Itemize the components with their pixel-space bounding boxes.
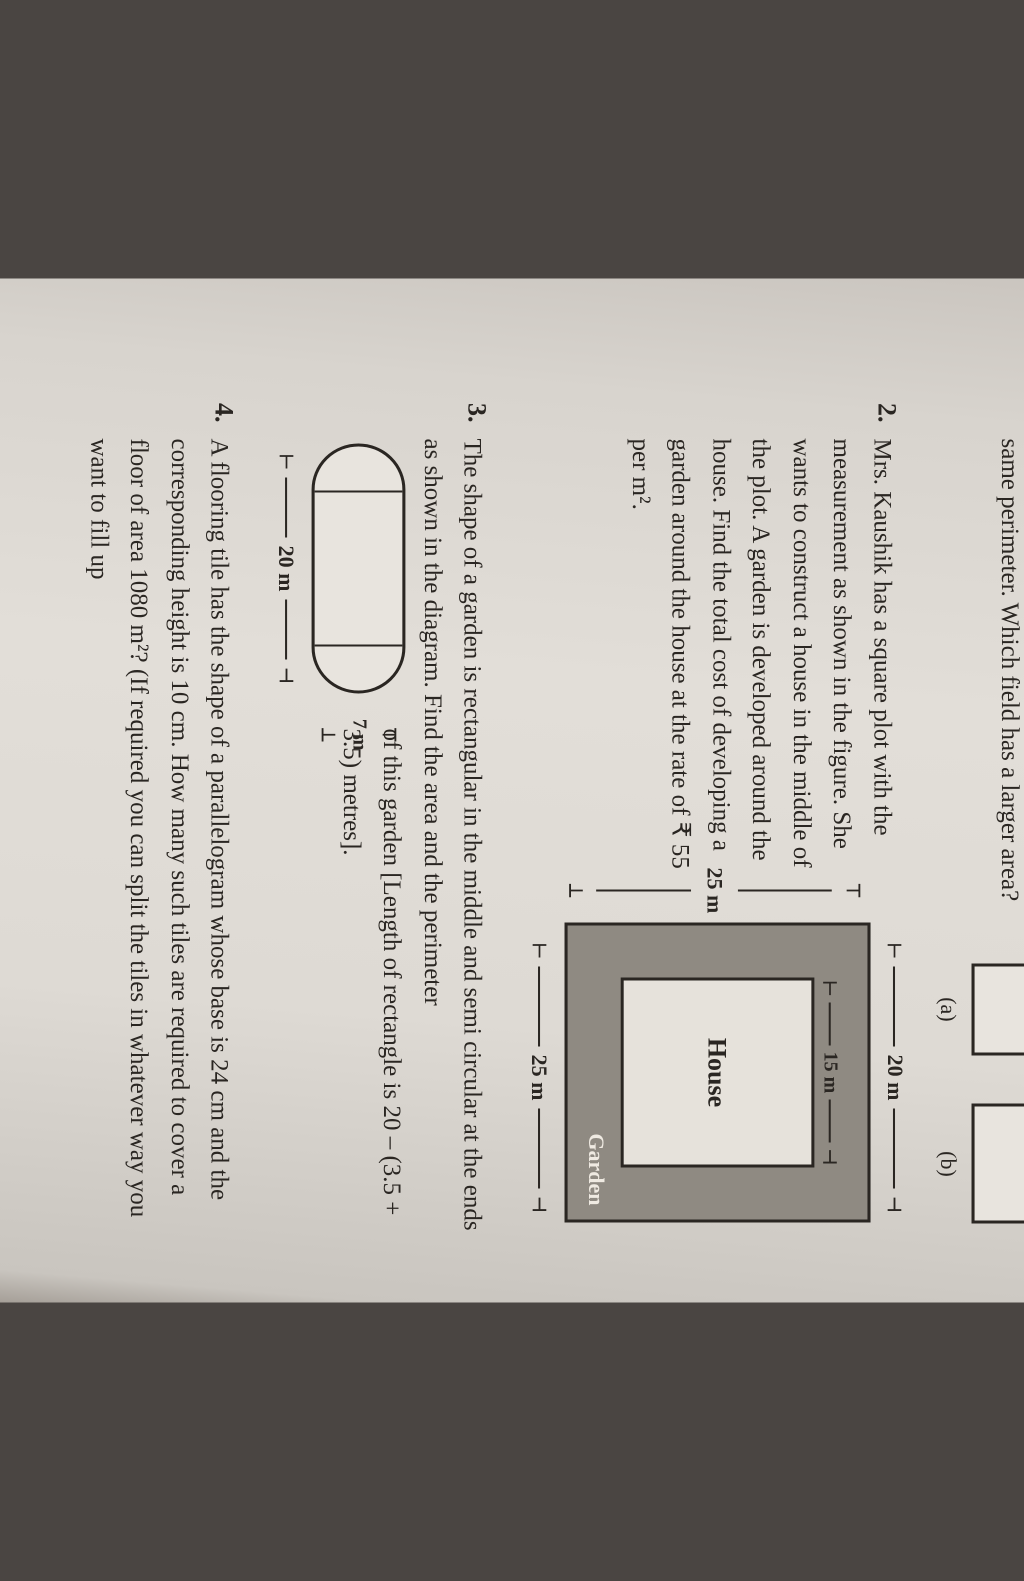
house-outline-icon: ⊢ 15 m ⊣ House: [621, 978, 815, 1168]
textbook-page: Mensuration 171 EXERCISE 11.1 1. A squar…: [0, 279, 1024, 1303]
question-2: 2. Mrs. Kaushik has a square plot with t…: [521, 389, 902, 1233]
garden-outline-icon: ⊤ 25 m ⊥ ⊢ 15 m ⊣ House Garde: [564, 923, 870, 1223]
q1-figA-cap: (a): [930, 997, 965, 1021]
q1-fig-a: ⊢ 60 m ⊣ (a): [930, 963, 1024, 1055]
q3-text-a: The shape of a garden is rectangular in …: [412, 439, 493, 1233]
stadium-shape-icon: ⊤ 7 m ⊥: [312, 444, 406, 694]
q4-number: 4.: [209, 389, 240, 423]
q1-text: A square and a rectangular field with me…: [989, 439, 1024, 934]
garden-label: Garden: [578, 1133, 613, 1205]
q2-inner-top-dim: 15 m: [814, 1052, 846, 1094]
q2-outer-bottom-dim: 25 m: [521, 1055, 556, 1101]
q1-fig-b: ⊢ 80 m ⊣ (b): [930, 1095, 1024, 1232]
q2-outer-top-dim: 20 m: [877, 1055, 912, 1101]
q3-height-dim: ⊤ 7 m ⊥: [315, 719, 403, 751]
rectangle-shape-icon: [972, 1104, 1024, 1224]
q3-width-dim: 20 m: [268, 546, 303, 592]
question-4: 4. A flooring tile has the shape of a pa…: [78, 389, 239, 1233]
q2-text: Mrs. Kaushik has a square plot with the …: [620, 439, 902, 897]
q4-text: A flooring tile has the shape of a paral…: [78, 439, 239, 1233]
question-3: 3. The shape of a garden is rectangular …: [268, 389, 492, 1233]
question-1: 1. A square and a rectangular field with…: [930, 389, 1024, 1233]
q3-number: 3.: [462, 389, 493, 423]
q3-text-b: of this garden [Length of rectangle is 2…: [331, 729, 412, 1233]
q2-left-dim: ⊤ 25 m ⊥: [561, 868, 867, 914]
q1-figB-cap: (b): [930, 1151, 965, 1177]
house-label: House: [696, 1038, 738, 1107]
q3-stadium-figure: ⊤ 7 m ⊥ ⊢ 20 m ⊣: [268, 439, 405, 699]
q2-plot-figure: ⊢ 20 m ⊣ ⊤ 25 m ⊥ ⊢ 15 m: [521, 923, 912, 1233]
question-list: 1. A square and a rectangular field with…: [50, 389, 1024, 1233]
q1-figures: ⊢ 60 m ⊣ (a) ⊢ 80 m ⊣: [930, 963, 1024, 1232]
square-shape-icon: [972, 963, 1024, 1055]
q2-number: 2.: [871, 389, 902, 423]
